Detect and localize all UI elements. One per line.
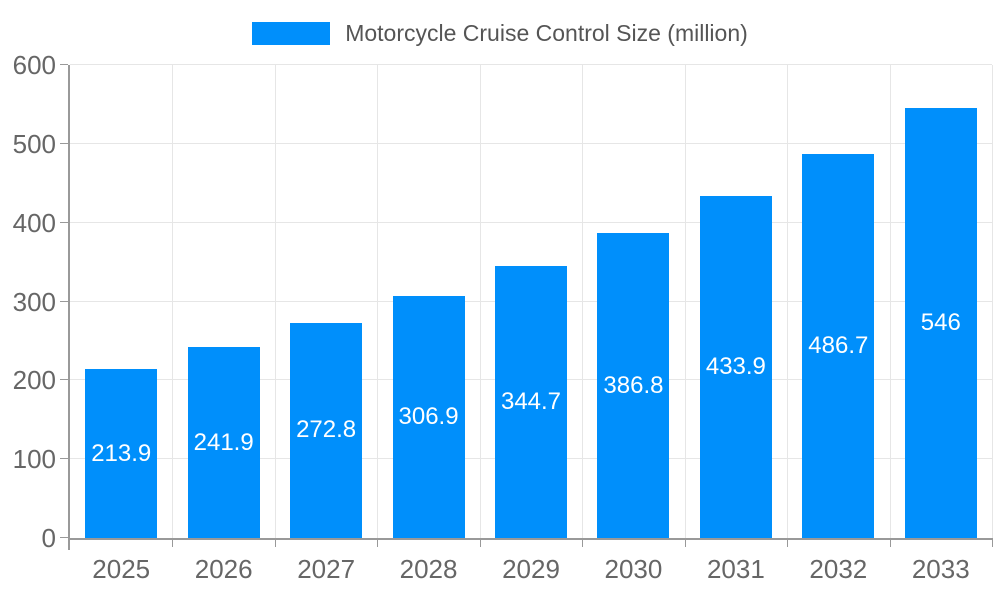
x-axis-tick: [684, 538, 686, 547]
x-axis-tick: [479, 538, 481, 547]
bar[interactable]: 241.9: [187, 347, 260, 538]
x-axis-category-label: 2029: [502, 554, 560, 584]
x-gridline: [992, 65, 993, 538]
y-axis-tick-label: 500: [12, 128, 56, 159]
x-gridline: [582, 65, 584, 538]
plot-area: 0 100 200 300 400 500 600 213.9 2025 241.9 2026 272…: [13, 52, 993, 582]
bar[interactable]: 344.7: [495, 266, 567, 538]
bar[interactable]: 433.9: [699, 195, 772, 538]
legend: Motorcycle Cruise Control Size (million): [0, 20, 1000, 47]
bar-value-label: 241.9: [193, 428, 254, 456]
legend-swatch-icon: [252, 22, 331, 45]
y-axis-tick-label: 600: [12, 50, 56, 80]
x-gridline: [889, 65, 891, 538]
bar-value-label: 386.8: [603, 371, 664, 399]
y-gridline: [70, 221, 992, 223]
bar-value-label: 546: [920, 308, 961, 336]
legend-label: Motorcycle Cruise Control Size (million): [345, 20, 748, 46]
x-axis-category-label: 2032: [809, 554, 868, 584]
y-gridline: [70, 142, 992, 144]
x-gridline: [172, 65, 174, 538]
x-axis-category-label: 2026: [194, 554, 253, 584]
y-axis-tick: [60, 537, 68, 538]
bar-value-label: 272.8: [296, 416, 357, 444]
bar-value-label: 213.9: [91, 439, 152, 467]
y-axis-tick-label: 300: [12, 286, 56, 317]
x-axis-tick: [274, 538, 276, 547]
y-axis-tick-label: 400: [12, 207, 56, 238]
x-gridline: [479, 65, 481, 538]
y-axis-tick-label: 200: [12, 365, 56, 396]
x-axis-tick: [787, 538, 789, 547]
x-axis-category-label: 2025: [92, 554, 151, 584]
y-axis-tick: [60, 64, 68, 65]
bar-value-label: 433.9: [705, 352, 766, 380]
bar[interactable]: 306.9: [392, 296, 465, 538]
bar[interactable]: 546: [904, 107, 977, 538]
bar[interactable]: 272.8: [290, 322, 363, 538]
x-axis-category-label: 2031: [706, 554, 765, 584]
y-axis-tick: [60, 142, 68, 144]
x-axis-tick: [377, 538, 379, 547]
x-axis-category-label: 2028: [399, 554, 458, 584]
y-axis-tick-label: 100: [12, 444, 56, 475]
bar-value-label: 306.9: [398, 403, 459, 431]
legend-item[interactable]: Motorcycle Cruise Control Size (million): [252, 20, 748, 47]
y-axis-tick: [60, 379, 68, 381]
y-axis-line-extension: [68, 538, 70, 550]
bar-value-label: 344.7: [500, 388, 562, 416]
x-gridline: [684, 65, 686, 538]
bar[interactable]: 386.8: [597, 233, 670, 538]
y-axis-tick-label: 0: [41, 523, 56, 553]
y-axis-tick: [60, 300, 68, 302]
x-axis-tick: [582, 538, 584, 547]
x-gridline: [377, 65, 379, 538]
bar-value-label: 486.7: [808, 332, 869, 360]
x-gridline: [787, 65, 789, 538]
y-gridline: [70, 64, 992, 65]
y-axis-tick: [60, 458, 68, 460]
x-axis-tick: [889, 538, 891, 547]
x-axis-category-label: 2027: [297, 554, 356, 584]
x-axis-category-label: 2030: [604, 554, 663, 584]
bar[interactable]: 486.7: [802, 154, 875, 538]
x-axis-tick: [992, 538, 993, 547]
y-axis-tick: [60, 221, 68, 223]
bar[interactable]: 213.9: [85, 369, 158, 538]
x-gridline: [274, 65, 276, 538]
x-axis-tick: [172, 538, 174, 547]
x-axis-category-label: 2033: [911, 554, 970, 584]
